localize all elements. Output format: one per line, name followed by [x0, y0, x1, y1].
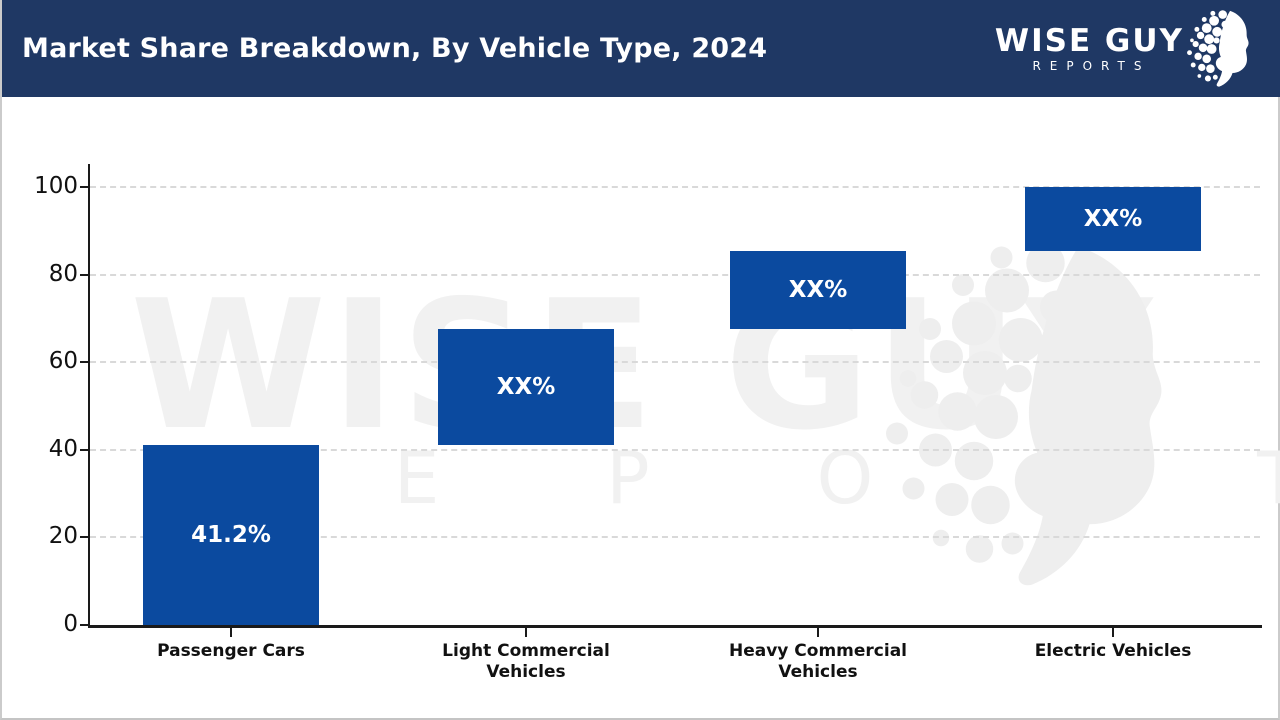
- y-tick-label-60: 60: [48, 348, 78, 375]
- x-tick-mark-0: [230, 628, 232, 637]
- bar-value-label: XX%: [1083, 205, 1143, 232]
- x-tick-mark-3: [1112, 628, 1114, 637]
- logo-face-icon: [1187, 9, 1249, 87]
- y-tick-mark-100: [80, 186, 89, 188]
- bar-value-label: XX%: [496, 373, 556, 400]
- bar-value-label: 41.2%: [191, 521, 271, 548]
- gridline-20: [90, 536, 1260, 539]
- gridline-100: [90, 186, 1260, 188]
- chart-title: Market Share Breakdown, By Vehicle Type,…: [22, 33, 768, 64]
- y-tick-mark-40: [80, 448, 89, 451]
- y-tick-label-80: 80: [48, 260, 78, 287]
- y-tick-mark-80: [80, 273, 89, 276]
- y-axis-line: [88, 164, 90, 627]
- y-tick-label-0: 0: [63, 611, 78, 637]
- bar-heavy-commercial-vehicles: XX%: [730, 250, 906, 329]
- y-tick-label-20: 20: [48, 523, 78, 550]
- gridline-60: [90, 361, 1260, 364]
- plot-area: 0 20 40 60 80 100 41.2% Passenger Cars XX% Light …: [2, 97, 1280, 720]
- bar-light-commercial-vehicles: XX%: [438, 328, 614, 445]
- x-category-label-2: Heavy Commercial Vehicles: [728, 641, 907, 682]
- bar-passenger-cars: 41.2%: [143, 444, 319, 625]
- x-category-label-3: Electric Vehicles: [1034, 641, 1192, 661]
- y-tick-label-100: 100: [34, 173, 78, 199]
- bar-value-label: XX%: [788, 276, 848, 303]
- logo-text: WISE GUY REPORTS: [995, 25, 1184, 73]
- header-bar: Market Share Breakdown, By Vehicle Type,…: [2, 0, 1280, 97]
- y-tick-mark-0: [80, 624, 89, 626]
- gridline-40: [90, 448, 1260, 451]
- x-category-label-1: Light Commercial Vehicles: [442, 641, 610, 682]
- x-tick-mark-2: [817, 628, 819, 637]
- bar-electric-vehicles: XX%: [1025, 187, 1201, 251]
- watermark-face-logo: [886, 243, 1162, 586]
- y-tick-label-40: 40: [48, 435, 78, 462]
- x-tick-mark-1: [525, 628, 527, 637]
- y-tick-mark-60: [80, 361, 89, 364]
- logo-wordmark: WISE GUY: [994, 22, 1184, 59]
- x-axis-line: [88, 625, 1262, 628]
- logo-subtitle: REPORTS: [1032, 58, 1151, 73]
- gridline-80: [90, 273, 1260, 276]
- wise-guy-reports-logo: WISE GUY REPORTS: [995, 6, 1256, 92]
- x-category-label-0: Passenger Cars: [157, 641, 305, 661]
- y-tick-mark-20: [80, 536, 89, 539]
